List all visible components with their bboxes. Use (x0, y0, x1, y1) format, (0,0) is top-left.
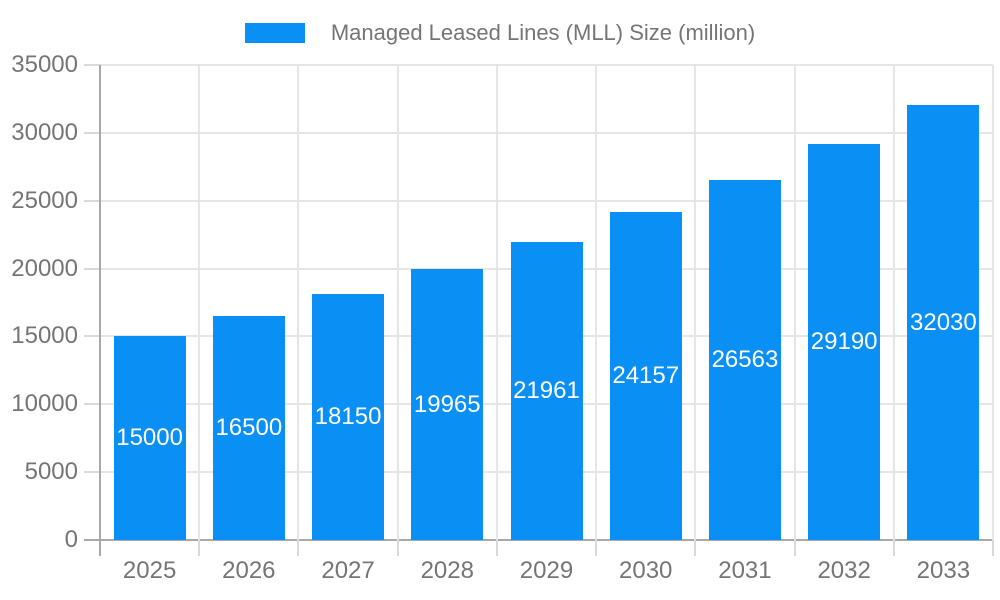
x-gridline (595, 65, 598, 540)
x-tick-label: 2032 (817, 557, 871, 584)
x-tick-label: 2030 (619, 557, 673, 584)
x-tick-mark (892, 540, 895, 556)
y-tick-label: 10000 (11, 390, 78, 418)
x-tick-mark (396, 540, 399, 556)
bar-2030[interactable] (609, 212, 682, 540)
y-tick-label: 0 (64, 526, 78, 553)
bar-2033[interactable] (907, 105, 980, 540)
bar-2027[interactable] (312, 293, 385, 540)
y-tick-label: 30000 (11, 118, 78, 146)
y-tick-label: 35000 (11, 51, 78, 78)
y-tick-mark (84, 199, 100, 202)
bar-2029[interactable] (510, 241, 583, 540)
x-gridline (495, 65, 498, 540)
y-tick-mark (84, 64, 100, 66)
x-tick-label: 2033 (916, 557, 971, 584)
bar-2026[interactable] (212, 316, 285, 540)
x-tick-label: 2029 (519, 557, 574, 584)
x-tick-mark (198, 540, 201, 556)
x-gridline (793, 65, 796, 540)
legend[interactable]: Managed Leased Lines (MLL) Size (million… (0, 21, 1000, 45)
x-gridline (694, 65, 697, 540)
x-gridline (198, 65, 201, 540)
x-tick-label: 2028 (420, 557, 474, 584)
x-tick-label: 2031 (718, 557, 772, 584)
y-tick-mark (84, 335, 100, 338)
y-gridline (100, 131, 993, 134)
x-tick-mark (495, 540, 498, 556)
x-tick-label: 2026 (222, 557, 276, 584)
y-tick-label: 25000 (11, 186, 78, 214)
legend-swatch (244, 23, 305, 43)
y-tick-mark (84, 267, 100, 270)
y-axis-line (99, 65, 101, 556)
x-tick-mark (992, 540, 994, 556)
y-tick-mark (84, 471, 100, 474)
y-gridline (100, 64, 993, 66)
x-tick-mark (793, 540, 796, 556)
y-tick-label: 5000 (24, 458, 78, 486)
y-tick-label: 20000 (11, 254, 78, 282)
x-gridline (297, 65, 300, 540)
x-tick-mark (297, 540, 300, 556)
bar-2025[interactable] (113, 336, 186, 540)
bar-2031[interactable] (708, 179, 781, 540)
y-tick-mark (84, 131, 100, 134)
bar-2028[interactable] (411, 269, 484, 540)
x-tick-mark (595, 540, 598, 556)
x-tick-label: 2027 (321, 557, 375, 584)
y-tick-label: 15000 (11, 322, 78, 350)
legend-label: Managed Leased Lines (MLL) Size (million… (330, 20, 756, 45)
x-gridline (396, 65, 399, 540)
x-gridline (992, 65, 994, 540)
y-tick-mark (84, 403, 100, 406)
x-gridline (892, 65, 895, 540)
y-gridline (100, 199, 993, 202)
x-tick-label: 2025 (122, 557, 177, 584)
x-tick-mark (694, 540, 697, 556)
bar-2032[interactable] (808, 143, 881, 540)
x-axis-line (84, 539, 993, 541)
